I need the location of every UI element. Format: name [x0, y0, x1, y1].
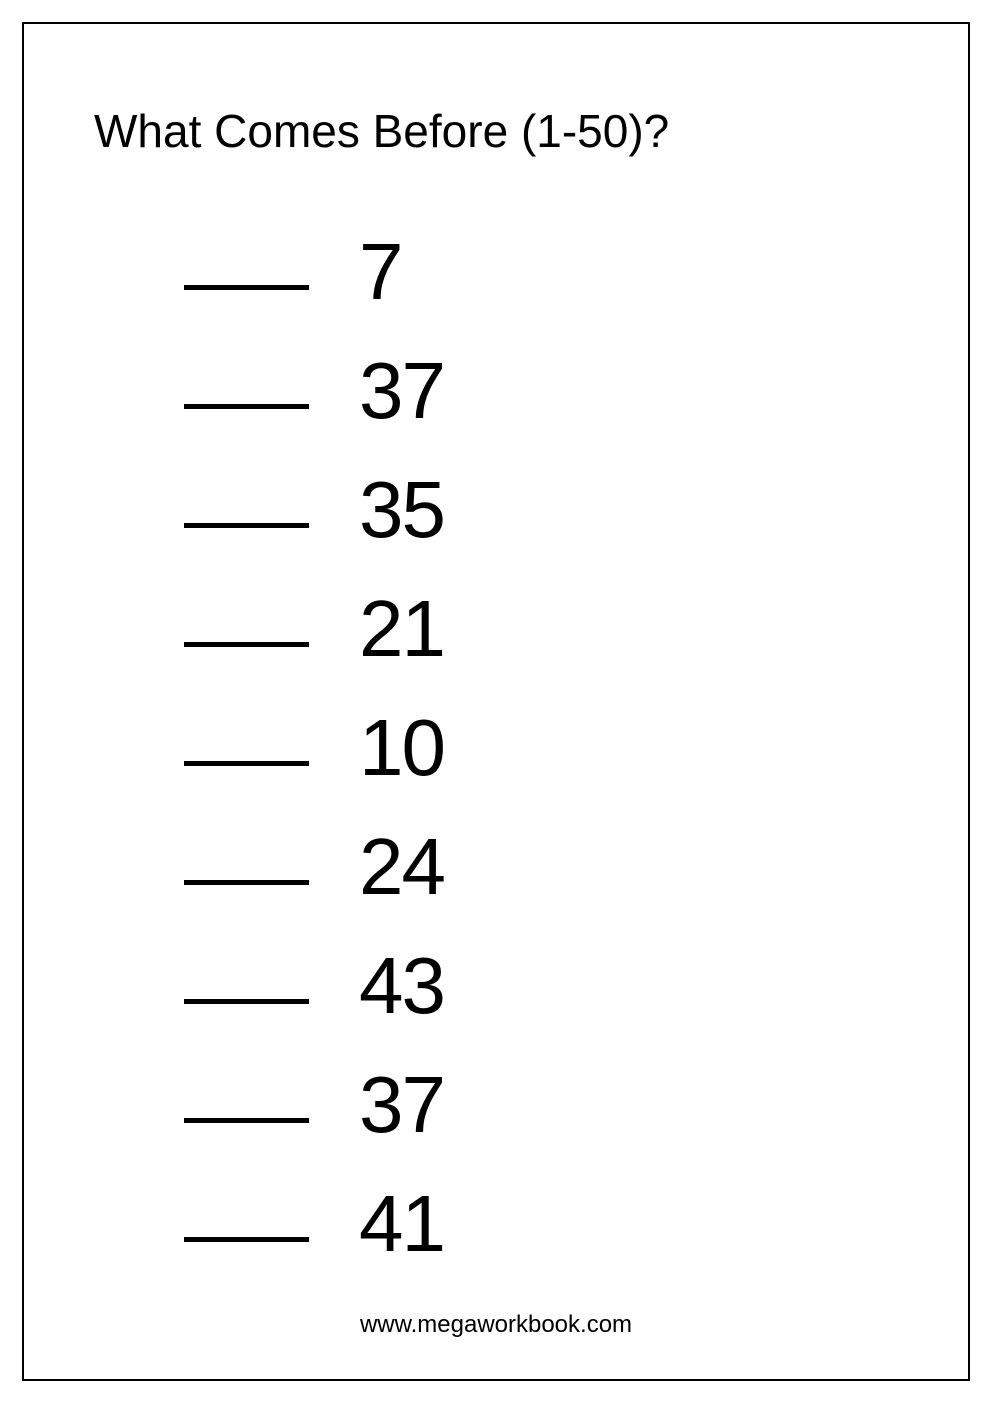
- given-number: 35: [359, 470, 479, 550]
- problem-row: 35: [184, 431, 908, 550]
- problem-row: 37: [184, 312, 908, 431]
- problem-row: 7: [184, 193, 908, 312]
- answer-blank[interactable]: [184, 577, 309, 647]
- given-number: 10: [359, 708, 479, 788]
- given-number: 37: [359, 351, 479, 431]
- answer-blank[interactable]: [184, 934, 309, 1004]
- answer-blank[interactable]: [184, 1172, 309, 1242]
- problem-row: 41: [184, 1145, 908, 1264]
- problem-row: 10: [184, 669, 908, 788]
- given-number: 24: [359, 827, 479, 907]
- problems-container: 7 37 35 21 10 24 43 37: [84, 193, 908, 1264]
- given-number: 7: [359, 232, 479, 312]
- answer-blank[interactable]: [184, 458, 309, 528]
- worksheet-page: What Comes Before (1-50)? 7 37 35 21 10 …: [22, 22, 970, 1381]
- answer-blank[interactable]: [184, 815, 309, 885]
- problem-row: 21: [184, 550, 908, 669]
- given-number: 41: [359, 1184, 479, 1264]
- answer-blank[interactable]: [184, 220, 309, 290]
- given-number: 21: [359, 589, 479, 669]
- answer-blank[interactable]: [184, 696, 309, 766]
- given-number: 43: [359, 946, 479, 1026]
- problem-row: 37: [184, 1026, 908, 1145]
- answer-blank[interactable]: [184, 1053, 309, 1123]
- answer-blank[interactable]: [184, 339, 309, 409]
- given-number: 37: [359, 1065, 479, 1145]
- problem-row: 24: [184, 788, 908, 907]
- footer-url: www.megaworkbook.com: [24, 1311, 968, 1339]
- problem-row: 43: [184, 907, 908, 1026]
- worksheet-title: What Comes Before (1-50)?: [84, 104, 908, 158]
